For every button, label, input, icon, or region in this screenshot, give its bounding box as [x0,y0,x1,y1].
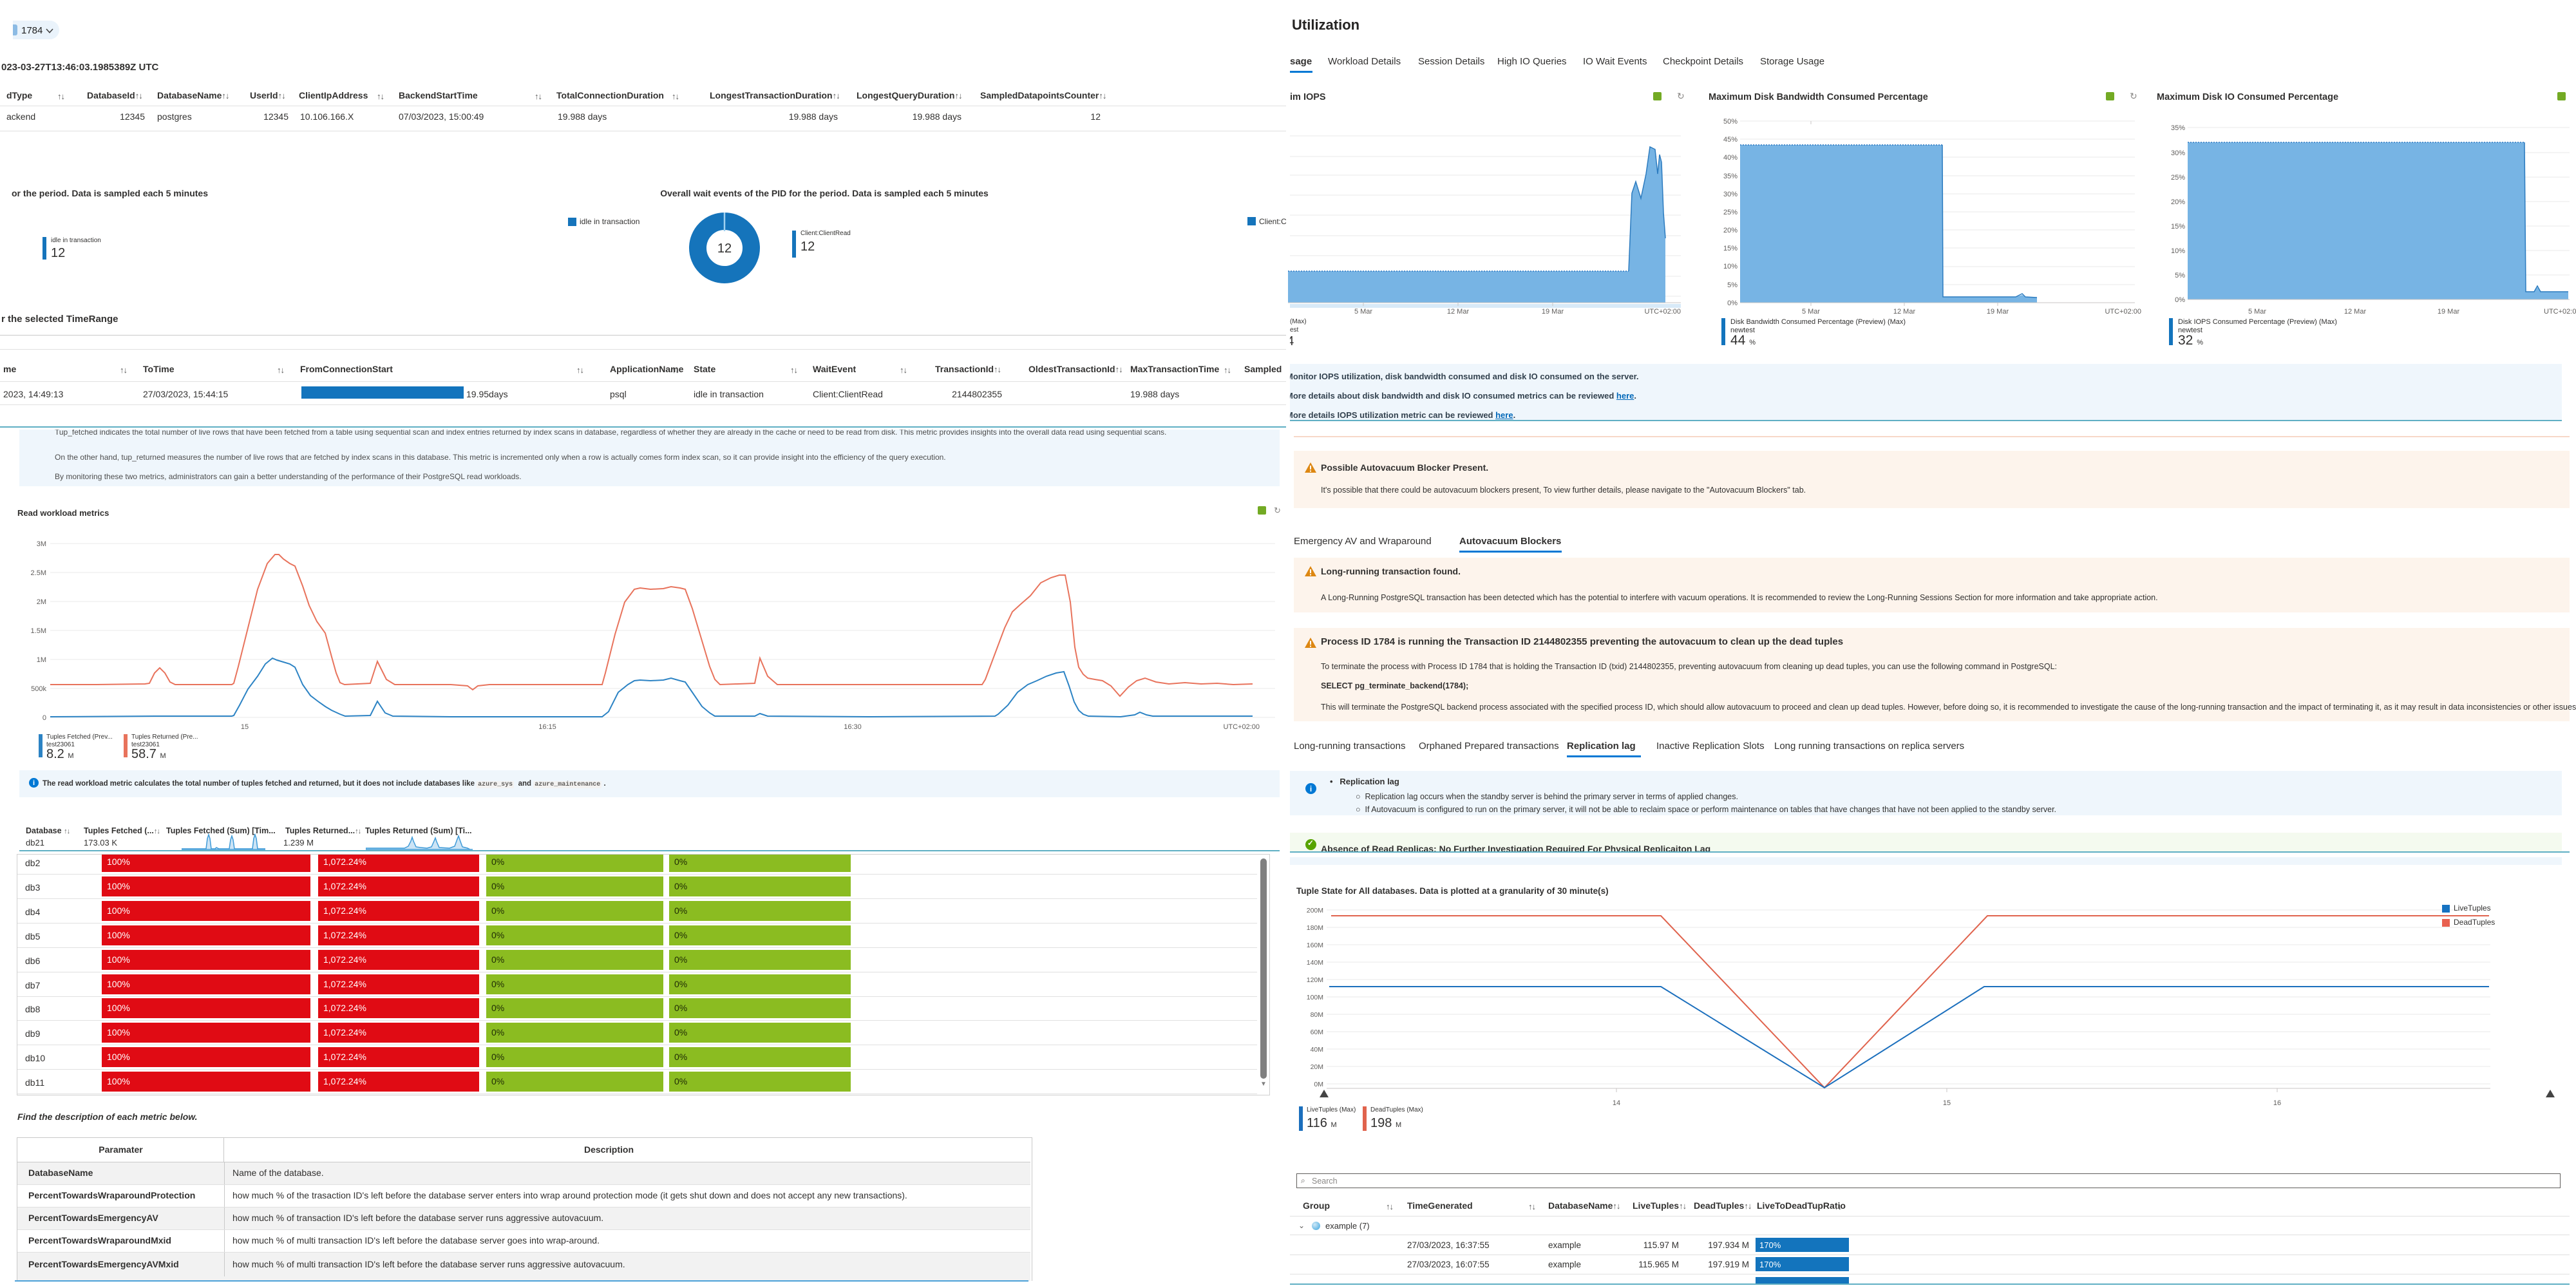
svg-text:30%: 30% [1723,191,1738,198]
svg-text:45%: 45% [1723,136,1738,144]
svg-text:5%: 5% [1727,281,1738,289]
svg-text:19 Mar: 19 Mar [1987,308,2009,316]
svg-text:2M: 2M [37,598,46,606]
svg-text:15: 15 [1943,1099,1951,1107]
svg-text:12 Mar: 12 Mar [2344,308,2367,316]
svg-text:UTC+02:00: UTC+02:00 [1223,723,1260,731]
svg-text:5 Mar: 5 Mar [1354,308,1372,316]
svg-text:40%: 40% [1723,154,1738,162]
svg-text:0%: 0% [1727,299,1738,307]
svg-text:16:15: 16:15 [538,723,556,731]
svg-text:12 Mar: 12 Mar [1447,308,1470,316]
svg-text:120M: 120M [1307,976,1323,984]
svg-text:15%: 15% [2171,223,2185,231]
svg-text:10%: 10% [2171,247,2185,255]
svg-text:25%: 25% [2171,174,2185,182]
svg-text:40M: 40M [1311,1046,1323,1054]
svg-text:30%: 30% [2171,149,2185,157]
svg-text:80M: 80M [1311,1011,1323,1019]
svg-text:15: 15 [241,723,249,731]
svg-text:12: 12 [717,242,732,256]
svg-text:5%: 5% [2175,272,2185,279]
svg-text:500k: 500k [31,685,46,693]
svg-text:16:30: 16:30 [844,723,862,731]
svg-text:160M: 160M [1307,942,1323,949]
svg-text:200M: 200M [1307,907,1323,914]
svg-text:19 Mar: 19 Mar [1542,308,1564,316]
svg-text:UTC+02:00: UTC+02:00 [2544,308,2576,316]
svg-text:1M: 1M [37,656,46,664]
svg-text:35%: 35% [1723,173,1738,180]
svg-text:10%: 10% [1723,263,1738,270]
svg-text:12 Mar: 12 Mar [1893,308,1916,316]
svg-text:25%: 25% [1723,209,1738,216]
svg-text:19 Mar: 19 Mar [2438,308,2460,316]
svg-text:15%: 15% [1723,245,1738,252]
svg-text:50%: 50% [1723,118,1738,126]
svg-text:0%: 0% [2175,296,2185,304]
svg-text:5 Mar: 5 Mar [2248,308,2266,316]
svg-text:20M: 20M [1311,1063,1323,1071]
svg-text:20%: 20% [2171,198,2185,206]
svg-text:0M: 0M [1314,1081,1323,1088]
svg-text:3M: 3M [37,540,46,548]
svg-text:5 Mar: 5 Mar [1802,308,1820,316]
svg-text:20%: 20% [1723,227,1738,234]
svg-text:14: 14 [1613,1099,1620,1107]
svg-text:16: 16 [2273,1099,2281,1107]
svg-text:UTC+02:00: UTC+02:00 [1644,308,1681,316]
svg-text:UTC+02:00: UTC+02:00 [2105,308,2141,316]
svg-text:60M: 60M [1311,1028,1323,1036]
svg-text:140M: 140M [1307,959,1323,967]
svg-text:100M: 100M [1307,994,1323,1001]
svg-text:1.5M: 1.5M [31,627,46,635]
svg-text:0: 0 [43,714,46,722]
svg-text:2.5M: 2.5M [31,569,46,577]
svg-text:180M: 180M [1307,924,1323,932]
svg-text:35%: 35% [2171,124,2185,132]
